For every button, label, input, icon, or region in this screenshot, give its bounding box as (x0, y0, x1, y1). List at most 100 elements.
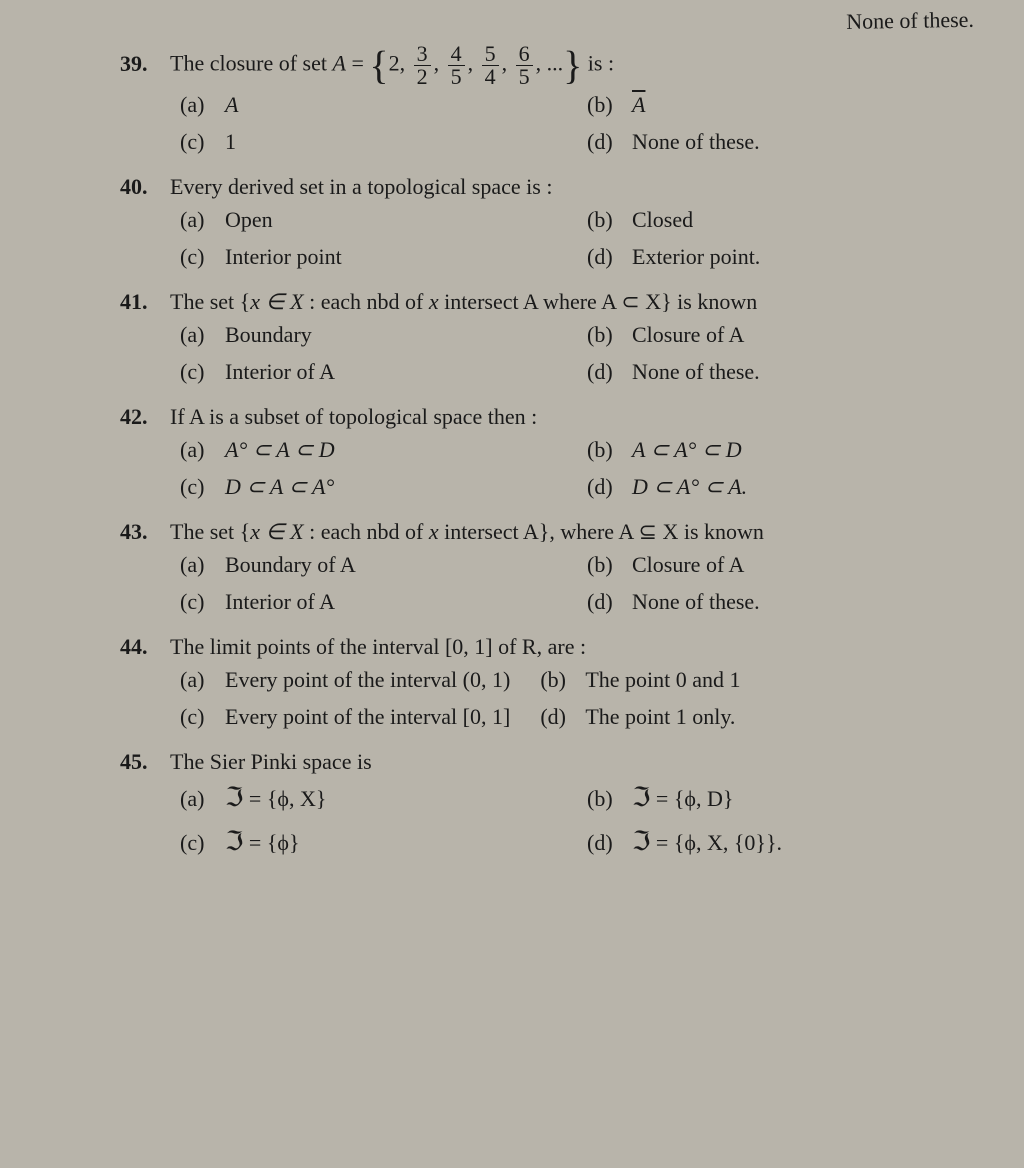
q40-text: Every derived set in a topological space… (170, 170, 994, 203)
opt-label: (c) (180, 700, 225, 733)
opt-label: (a) (180, 433, 225, 466)
q41-mid: : each nbd of (304, 289, 429, 314)
q45-opt-b: (b)ℑ = {ϕ, D} (587, 778, 994, 818)
opt-label: (c) (180, 826, 225, 859)
q45-opt-c: (c)ℑ = {ϕ} (180, 822, 587, 862)
question-42: 42. If A is a subset of topological spac… (120, 400, 994, 507)
q45-number: 45. (120, 745, 170, 778)
q43-mid: : each nbd of (304, 519, 429, 544)
q39-text: The closure of set A = {2, 32, 45, 54, 6… (170, 43, 994, 88)
q42-opt-a: (a)A° ⊂ A ⊂ D (180, 433, 587, 466)
q39-opt-c: (c)1 (180, 125, 587, 158)
opt-text: Interior of A (225, 355, 335, 388)
q40-number: 40. (120, 170, 170, 203)
opt-text: The point 1 only. (585, 700, 735, 733)
opt-text: The point 0 and 1 (585, 663, 740, 696)
q44-text: The limit points of the interval [0, 1] … (170, 630, 994, 663)
q45-text: The Sier Pinki space is (170, 745, 994, 778)
opt-label: (d) (587, 355, 632, 388)
opt-text: Closed (632, 203, 693, 236)
q44-opt-c: (c)Every point of the interval [0, 1] (180, 700, 510, 733)
opt-text: None of these. (632, 585, 760, 618)
question-40: 40. Every derived set in a topological s… (120, 170, 994, 277)
q39-opt-a: (a)A (180, 88, 587, 121)
q43-opt-b: (b)Closure of A (587, 548, 994, 581)
q45-opt-a: (a)ℑ = {ϕ, X} (180, 778, 587, 818)
opt-text: Boundary (225, 318, 312, 351)
q43-var2: x (429, 519, 439, 544)
q41-number: 41. (120, 285, 170, 318)
q39-number: 39. (120, 47, 170, 80)
opt-label: (b) (587, 203, 632, 236)
opt-text: ℑ = {ϕ, D} (632, 778, 733, 818)
opt-text: D ⊂ A° ⊂ A. (632, 470, 747, 503)
q40-opt-a: (a)Open (180, 203, 587, 236)
q41-opt-d: (d)None of these. (587, 355, 994, 388)
question-39: 39. The closure of set A = {2, 32, 45, 5… (120, 43, 994, 162)
question-45: 45. The Sier Pinki space is (a)ℑ = {ϕ, X… (120, 745, 994, 865)
q43-opt-c: (c)Interior of A (180, 585, 587, 618)
opt-inner: = {ϕ, D} (650, 786, 733, 811)
opt-text: Every point of the interval [0, 1] (225, 700, 510, 733)
q41-prefix: The set { (170, 289, 250, 314)
opt-text: A° ⊂ A ⊂ D (225, 433, 335, 466)
q41-suffix: intersect A where A ⊂ X} is known (439, 289, 758, 314)
opt-text: A (632, 88, 645, 121)
question-41: 41. The set {x ∈ X : each nbd of x inter… (120, 285, 994, 392)
opt-label: (b) (587, 782, 632, 815)
q42-opt-b: (b)A ⊂ A° ⊂ D (587, 433, 994, 466)
opt-label: (d) (587, 125, 632, 158)
opt-text: Closure of A (632, 548, 744, 581)
opt-text: Interior of A (225, 585, 335, 618)
q40-opt-b: (b)Closed (587, 203, 994, 236)
opt-inner: = {ϕ} (243, 830, 299, 855)
opt-label: (b) (587, 548, 632, 581)
q43-opt-a: (a)Boundary of A (180, 548, 587, 581)
q41-opt-b: (b)Closure of A (587, 318, 994, 351)
opt-text: A (225, 88, 238, 121)
q44-opt-b: (b)The point 0 and 1 (540, 663, 740, 696)
q41-var2: x (429, 289, 439, 314)
opt-label: (d) (587, 826, 632, 859)
opt-label: (a) (180, 88, 225, 121)
opt-inner: = {ϕ, X} (243, 786, 326, 811)
opt-label: (c) (180, 355, 225, 388)
q39-opt-b: (b)A (587, 88, 994, 121)
opt-text: ℑ = {ϕ, X} (225, 778, 326, 818)
q42-opt-c: (c)D ⊂ A ⊂ A° (180, 470, 587, 503)
opt-label: (d) (587, 470, 632, 503)
opt-text: Boundary of A (225, 548, 356, 581)
question-44: 44. The limit points of the interval [0,… (120, 630, 994, 737)
opt-label: (c) (180, 470, 225, 503)
opt-label: (c) (180, 240, 225, 273)
q39-prefix: The closure of set (170, 51, 333, 76)
opt-text: ℑ = {ϕ} (225, 822, 300, 862)
q41-text: The set {x ∈ X : each nbd of x intersect… (170, 285, 994, 318)
opt-label: (a) (180, 203, 225, 236)
q43-text: The set {x ∈ X : each nbd of x intersect… (170, 515, 994, 548)
question-43: 43. The set {x ∈ X : each nbd of x inter… (120, 515, 994, 622)
opt-inner: = {ϕ, X, {0}}. (650, 830, 782, 855)
opt-label: (b) (540, 663, 585, 696)
opt-text: None of these. (632, 125, 760, 158)
q40-opt-c: (c)Interior point (180, 240, 587, 273)
opt-label: (a) (180, 548, 225, 581)
q43-opt-d: (d)None of these. (587, 585, 994, 618)
opt-label: (d) (540, 700, 585, 733)
opt-label: (a) (180, 663, 225, 696)
q40-opt-d: (d)Exterior point. (587, 240, 994, 273)
opt-label: (c) (180, 125, 225, 158)
opt-text: Every point of the interval (0, 1) (225, 663, 510, 696)
q41-opt-a: (a)Boundary (180, 318, 587, 351)
opt-text: 1 (225, 125, 236, 158)
opt-text: A ⊂ A° ⊂ D (632, 433, 742, 466)
q44-opt-a: (a)Every point of the interval (0, 1) (180, 663, 510, 696)
q44-opt-d: (d)The point 1 only. (540, 700, 735, 733)
opt-label: (a) (180, 318, 225, 351)
q45-opt-d: (d)ℑ = {ϕ, X, {0}}. (587, 822, 994, 862)
q44-number: 44. (120, 630, 170, 663)
opt-text: Open (225, 203, 273, 236)
q43-number: 43. (120, 515, 170, 548)
opt-text: Closure of A (632, 318, 744, 351)
opt-label: (b) (587, 88, 632, 121)
